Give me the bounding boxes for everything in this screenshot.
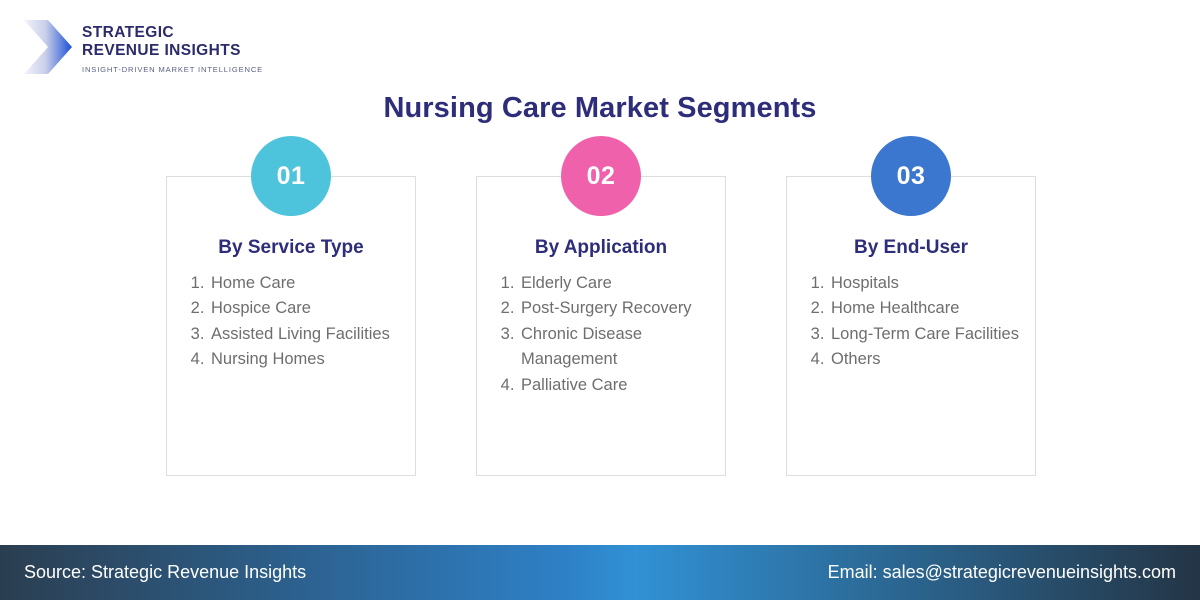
footer-email: Email: sales@strategicrevenueinsights.co… [827,562,1176,582]
segment-heading: By Service Type [218,237,364,258]
brand-logo: STRATEGIC REVENUE INSIGHTS INSIGHT-DRIVE… [22,18,263,76]
segment-card-list: 01 By Service Type Home Care Hospice Car… [166,136,1036,476]
brand-text: STRATEGIC REVENUE INSIGHTS INSIGHT-DRIVE… [82,18,263,74]
segment-card-application: 02 By Application Elderly Care Post-Surg… [476,136,726,476]
list-item: Home Healthcare [829,296,1025,321]
footer-bar: Source: Strategic Revenue Insights Email… [0,545,1200,600]
list-item: Assisted Living Facilities [209,322,405,347]
list-item: Post-Surgery Recovery [519,296,715,321]
list-item: Hospice Care [209,296,405,321]
list-item: Palliative Care [519,373,715,398]
page-title: Nursing Care Market Segments [383,92,817,124]
segment-heading: By End-User [853,237,969,258]
segment-card-end-user: 03 By End-User Hospitals Home Healthcare… [786,136,1036,476]
footer-source: Source: Strategic Revenue Insights [24,562,307,582]
list-item: Hospitals [829,271,1025,296]
list-item: Chronic Disease Management [519,322,715,373]
segment-number-badge: 03 [871,136,951,216]
segment-items: Home Care Hospice Care Assisted Living F… [167,271,415,373]
segment-items: Elderly Care Post-Surgery Recovery Chron… [477,271,725,398]
segment-items: Hospitals Home Healthcare Long-Term Care… [787,271,1035,373]
segment-heading: By Application [534,237,668,258]
brand-tagline: INSIGHT-DRIVEN MARKET INTELLIGENCE [82,65,264,74]
segment-number-badge: 01 [251,136,331,216]
list-item: Home Care [209,271,405,296]
list-item: Others [829,347,1025,372]
segment-number-badge: 02 [561,136,641,216]
brand-name: STRATEGIC REVENUE INSIGHTS [82,24,241,59]
list-item: Elderly Care [519,271,715,296]
segment-card-service-type: 01 By Service Type Home Care Hospice Car… [166,136,416,476]
list-item: Long-Term Care Facilities [829,322,1025,347]
list-item: Nursing Homes [209,347,405,372]
chevron-right-icon [22,18,74,76]
